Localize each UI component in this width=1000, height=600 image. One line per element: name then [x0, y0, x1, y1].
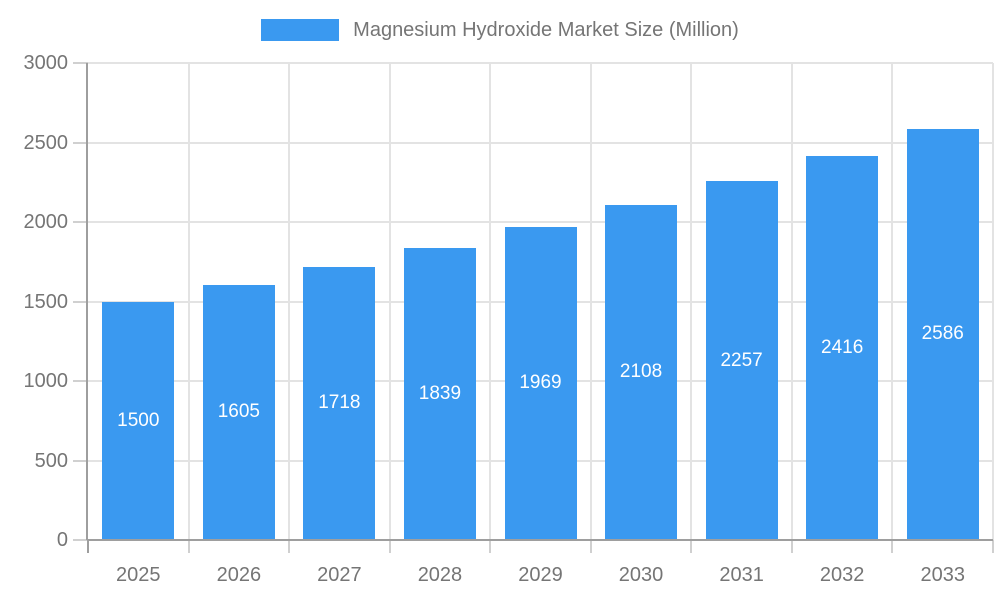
x-axis-tick-mark — [790, 540, 793, 553]
gridline-vertical — [891, 63, 894, 540]
y-axis-tick-mark — [73, 141, 88, 144]
x-axis-tick-mark — [87, 540, 89, 553]
x-axis-tick-label: 2025 — [116, 564, 161, 586]
y-axis-tick-label: 0 — [56, 529, 68, 551]
gridline-vertical — [790, 63, 793, 540]
y-axis-tick-mark — [73, 221, 88, 223]
x-axis-tick-label: 2029 — [518, 564, 563, 586]
gridline-vertical — [690, 63, 693, 540]
y-axis-tick-mark — [73, 380, 88, 382]
bar[interactable] — [705, 181, 778, 540]
bar[interactable] — [605, 204, 678, 540]
bar-value-label: 1969 — [519, 372, 562, 394]
x-axis-tick-label: 2028 — [417, 564, 463, 586]
x-axis-tick-label: 2026 — [216, 564, 262, 586]
bar[interactable] — [504, 226, 577, 540]
gridline-horizontal — [88, 221, 993, 223]
bar-value-label: 2257 — [720, 349, 763, 371]
y-axis-tick-label: 2000 — [23, 211, 69, 233]
y-axis-tick-label: 1000 — [23, 370, 69, 392]
x-axis-tick-mark — [388, 540, 391, 553]
y-axis-tick-label: 500 — [34, 449, 68, 472]
gridline-vertical — [288, 63, 291, 540]
gridline-vertical — [589, 63, 592, 540]
bar[interactable] — [202, 284, 275, 540]
x-axis-tick-mark — [187, 540, 190, 553]
x-axis-tick-mark — [589, 540, 592, 553]
x-axis-tick-label: 2033 — [920, 564, 965, 586]
x-axis-tick-label: 2027 — [317, 564, 362, 586]
bar-value-label: 1500 — [117, 409, 160, 431]
x-axis-tick-mark — [690, 540, 693, 553]
x-axis-tick-label: 2030 — [618, 564, 664, 586]
bar-value-label: 1718 — [318, 392, 361, 414]
x-axis-tick-label: 2031 — [719, 564, 764, 586]
bar[interactable] — [806, 155, 879, 540]
gridline-vertical — [187, 63, 190, 540]
bar[interactable] — [906, 128, 979, 540]
y-axis-tick-mark — [73, 62, 88, 64]
x-axis-tick-label: 2032 — [819, 564, 865, 586]
bar[interactable] — [303, 266, 376, 540]
bar-value-label: 1605 — [217, 401, 260, 423]
gridline-vertical — [388, 63, 391, 540]
gridline-horizontal — [88, 62, 993, 64]
gridline-horizontal — [88, 141, 993, 144]
y-axis-line — [86, 63, 88, 540]
y-axis-tick-mark — [73, 459, 88, 462]
bar-value-label: 2586 — [921, 323, 964, 345]
legend-swatch-icon — [261, 19, 340, 41]
y-axis-tick-mark — [73, 539, 88, 541]
bar[interactable] — [102, 301, 175, 540]
y-axis-tick-label: 3000 — [23, 52, 69, 74]
legend-label: Magnesium Hydroxide Market Size (Million… — [353, 19, 739, 41]
gridline-vertical — [489, 63, 492, 540]
bar-value-label: 2416 — [821, 336, 864, 358]
x-axis-tick-mark — [891, 540, 894, 553]
y-axis-tick-mark — [73, 300, 88, 303]
y-axis-tick-label: 2500 — [23, 131, 69, 154]
y-axis-tick-label: 1500 — [23, 290, 69, 313]
chart-legend[interactable]: Magnesium Hydroxide Market Size (Million… — [0, 17, 1000, 43]
bar[interactable] — [403, 247, 476, 540]
gridline-vertical — [992, 63, 994, 540]
x-axis-tick-mark — [489, 540, 492, 553]
x-axis-line — [88, 539, 993, 541]
x-axis-tick-mark — [288, 540, 291, 553]
bar-value-label: 1839 — [418, 382, 462, 404]
bar-value-label: 2108 — [619, 361, 663, 383]
x-axis-tick-mark — [992, 540, 994, 553]
